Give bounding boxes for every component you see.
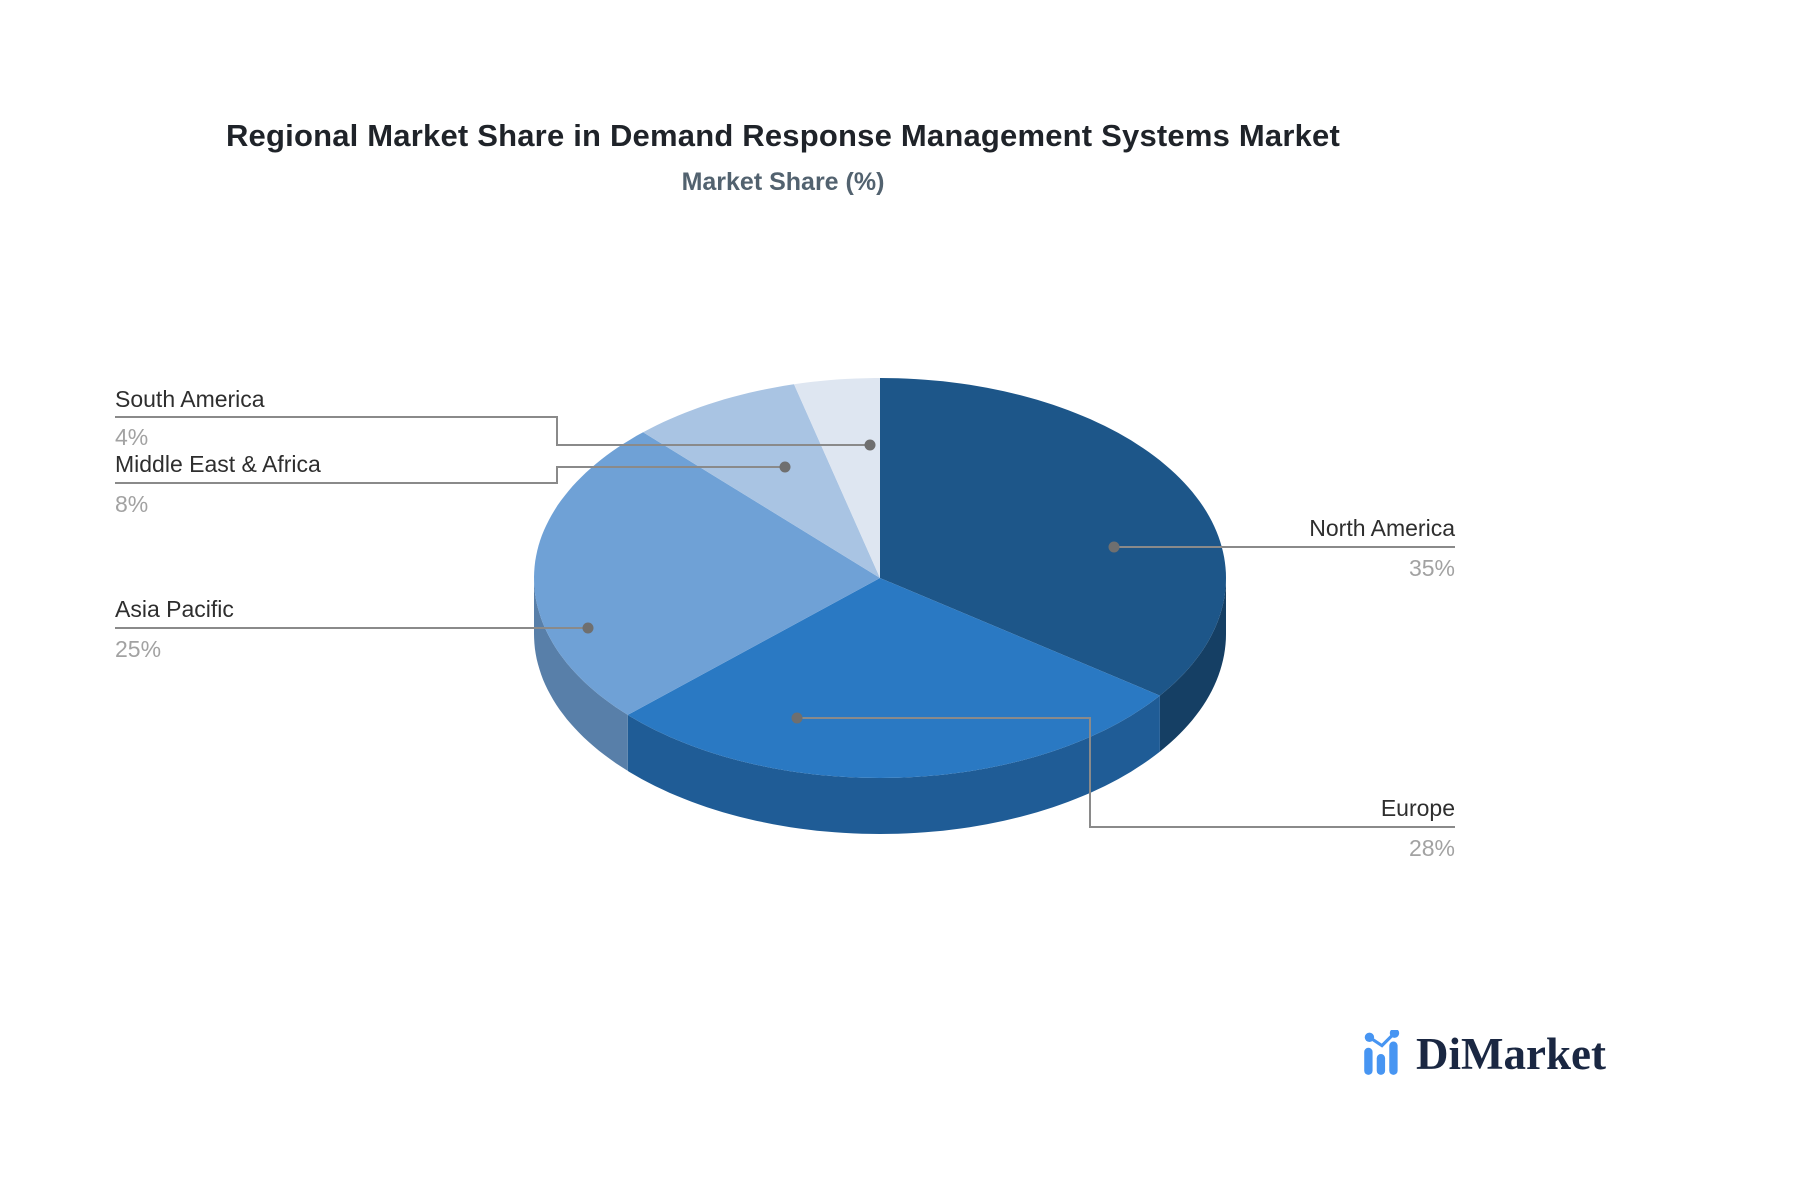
pie-value-europe: 28% [1155, 835, 1455, 862]
pie-slice-north-america[interactable] [880, 378, 1226, 696]
leader-line-middle-east-africa [115, 466, 785, 484]
leader-dot-north-america [1108, 541, 1120, 553]
leader-dot-asia-pacific [582, 622, 594, 634]
pie-value-middle-east-africa: 8% [115, 491, 148, 518]
pie-label-name: Middle East & Africa [115, 451, 321, 477]
pie-label-name: South America [115, 386, 265, 412]
bar-chart-trend-icon [1364, 1030, 1400, 1075]
pie-label-value: 35% [1408, 555, 1455, 581]
pie-slice-side-north-america [1159, 578, 1226, 752]
pie-value-north-america: 35% [1155, 555, 1455, 582]
pie-slice-south-america[interactable] [794, 378, 880, 578]
pie-label-north-america: North America [1155, 515, 1455, 542]
pie-label-value: 28% [1408, 835, 1455, 861]
leader-dot-middle-east-africa [779, 461, 791, 473]
leader-dot-south-america [864, 439, 876, 451]
pie-label-europe: Europe [1155, 795, 1455, 822]
leader-line-europe [797, 717, 1455, 828]
pie-label-name: Europe [1380, 795, 1455, 821]
pie-label-value: 25% [115, 636, 162, 662]
pie-label-south-america: South America [115, 386, 265, 413]
pie-label-name: North America [1309, 515, 1455, 541]
leader-dot-europe [791, 712, 803, 724]
chart-title: Regional Market Share in Demand Response… [225, 118, 1341, 153]
pie-slice-side-europe [627, 695, 1160, 834]
pie-slice-side-asia-pacific [534, 578, 628, 771]
leader-line-south-america [115, 416, 870, 446]
pie-value-south-america: 4% [115, 424, 148, 451]
pie-slice-europe[interactable] [627, 578, 1160, 778]
pie-value-asia-pacific: 25% [115, 636, 161, 663]
pie-label-name: Asia Pacific [115, 596, 234, 622]
pie-slice-middle-east-africa[interactable] [643, 384, 880, 578]
pie-label-value: 4% [115, 424, 149, 450]
brand-logo: DiMarket [1362, 1028, 1606, 1080]
pie-slice-asia-pacific[interactable] [534, 432, 880, 715]
brand-logo-text: DiMarket [1416, 1029, 1606, 1079]
pie-label-middle-east-africa: Middle East & Africa [115, 451, 321, 478]
pie-label-asia-pacific: Asia Pacific [115, 596, 234, 623]
pie-label-value: 8% [115, 491, 149, 517]
chart-subtitle: Market Share (%) [681, 168, 885, 196]
